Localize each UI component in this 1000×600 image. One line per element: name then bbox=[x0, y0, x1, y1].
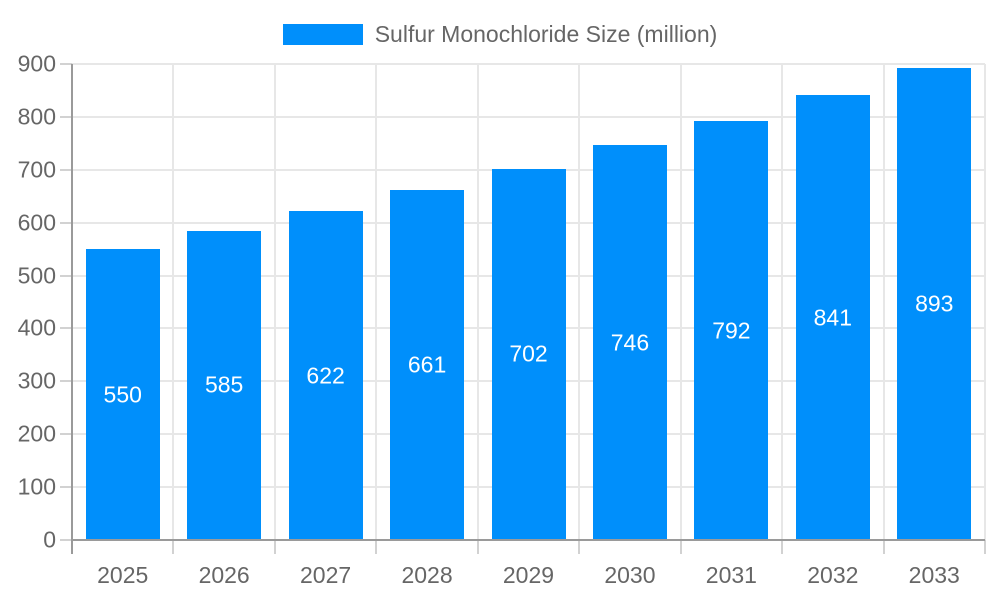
x-gridline bbox=[984, 64, 986, 540]
x-axis-tick bbox=[172, 540, 175, 554]
y-axis-tick-label: 100 bbox=[17, 473, 56, 500]
y-axis-tick bbox=[60, 486, 72, 489]
y-axis-tick bbox=[60, 168, 72, 171]
x-gridline bbox=[172, 64, 175, 540]
x-axis-tick bbox=[882, 540, 885, 554]
y-gridline bbox=[72, 115, 985, 118]
x-axis-category-label: 2031 bbox=[705, 562, 757, 588]
x-axis-tick bbox=[578, 540, 581, 554]
x-gridline bbox=[578, 64, 581, 540]
bar-2025: 550 bbox=[85, 249, 160, 540]
bar-value-label: 550 bbox=[103, 381, 142, 408]
bar-2031: 792 bbox=[694, 121, 769, 540]
bar-2029: 702 bbox=[491, 168, 566, 540]
x-gridline bbox=[375, 64, 378, 540]
bar-2027: 622 bbox=[288, 211, 363, 540]
x-axis-category-label: 2025 bbox=[97, 562, 149, 588]
y-axis-tick bbox=[60, 327, 72, 330]
x-axis-tick bbox=[781, 540, 784, 554]
legend[interactable]: Sulfur Monochloride Size (million) bbox=[0, 23, 1000, 46]
bar-value-label: 702 bbox=[509, 340, 548, 367]
y-axis-tick-label: 600 bbox=[17, 209, 56, 236]
x-axis-tick bbox=[273, 540, 276, 554]
x-gridline bbox=[476, 64, 479, 540]
y-axis-tick-label: 900 bbox=[17, 50, 56, 77]
y-axis-tick bbox=[60, 380, 72, 383]
y-axis-tick bbox=[60, 115, 72, 118]
y-axis-tick-label: 200 bbox=[17, 420, 56, 447]
y-axis-tick-label: 800 bbox=[17, 103, 56, 130]
bar-value-label: 622 bbox=[306, 362, 345, 388]
x-axis-tick bbox=[476, 540, 479, 554]
y-axis-tick bbox=[60, 539, 72, 541]
bar-value-label: 746 bbox=[610, 329, 650, 356]
x-axis-line bbox=[72, 539, 985, 541]
bar-2026: 585 bbox=[187, 230, 262, 540]
legend-label: Sulfur Monochloride Size (million) bbox=[374, 21, 718, 47]
y-axis-tick-label: 400 bbox=[17, 314, 56, 341]
legend-marker bbox=[282, 24, 363, 45]
x-axis-category-label: 2030 bbox=[604, 562, 656, 588]
x-axis-category-label: 2032 bbox=[807, 562, 859, 588]
x-gridline bbox=[882, 64, 885, 540]
x-gridline bbox=[273, 64, 276, 540]
x-gridline bbox=[679, 64, 682, 540]
x-axis-tick bbox=[375, 540, 378, 554]
y-axis-tick bbox=[60, 221, 72, 224]
x-axis-category-label: 2027 bbox=[300, 562, 352, 588]
bar-value-label: 792 bbox=[712, 317, 751, 344]
y-axis-tick bbox=[60, 63, 72, 65]
bar-value-label: 661 bbox=[407, 351, 447, 378]
x-axis-tick bbox=[984, 540, 986, 554]
bar-2032: 841 bbox=[795, 95, 870, 540]
bar-2033: 893 bbox=[897, 67, 972, 540]
bar-value-label: 841 bbox=[813, 304, 853, 331]
y-axis-line bbox=[71, 64, 73, 554]
y-axis-tick-label: 300 bbox=[17, 367, 56, 394]
bar-value-label: 585 bbox=[204, 371, 244, 398]
y-axis-tick bbox=[60, 274, 72, 277]
x-axis-category-label: 2029 bbox=[502, 562, 555, 588]
y-axis-tick-label: 700 bbox=[17, 156, 56, 183]
x-axis-category-label: 2026 bbox=[198, 562, 250, 588]
x-axis-category-label: 2033 bbox=[908, 562, 960, 588]
x-axis-category-label: 2028 bbox=[401, 562, 453, 588]
bar-2028: 661 bbox=[390, 190, 465, 540]
y-axis-tick-label: 0 bbox=[43, 526, 56, 553]
y-gridline bbox=[72, 63, 985, 65]
x-axis-tick bbox=[679, 540, 682, 554]
y-axis-tick bbox=[60, 433, 72, 436]
x-gridline bbox=[781, 64, 784, 540]
y-axis-tick-label: 500 bbox=[17, 262, 56, 289]
bar-2030: 746 bbox=[592, 145, 667, 540]
bar-value-label: 893 bbox=[915, 290, 954, 317]
